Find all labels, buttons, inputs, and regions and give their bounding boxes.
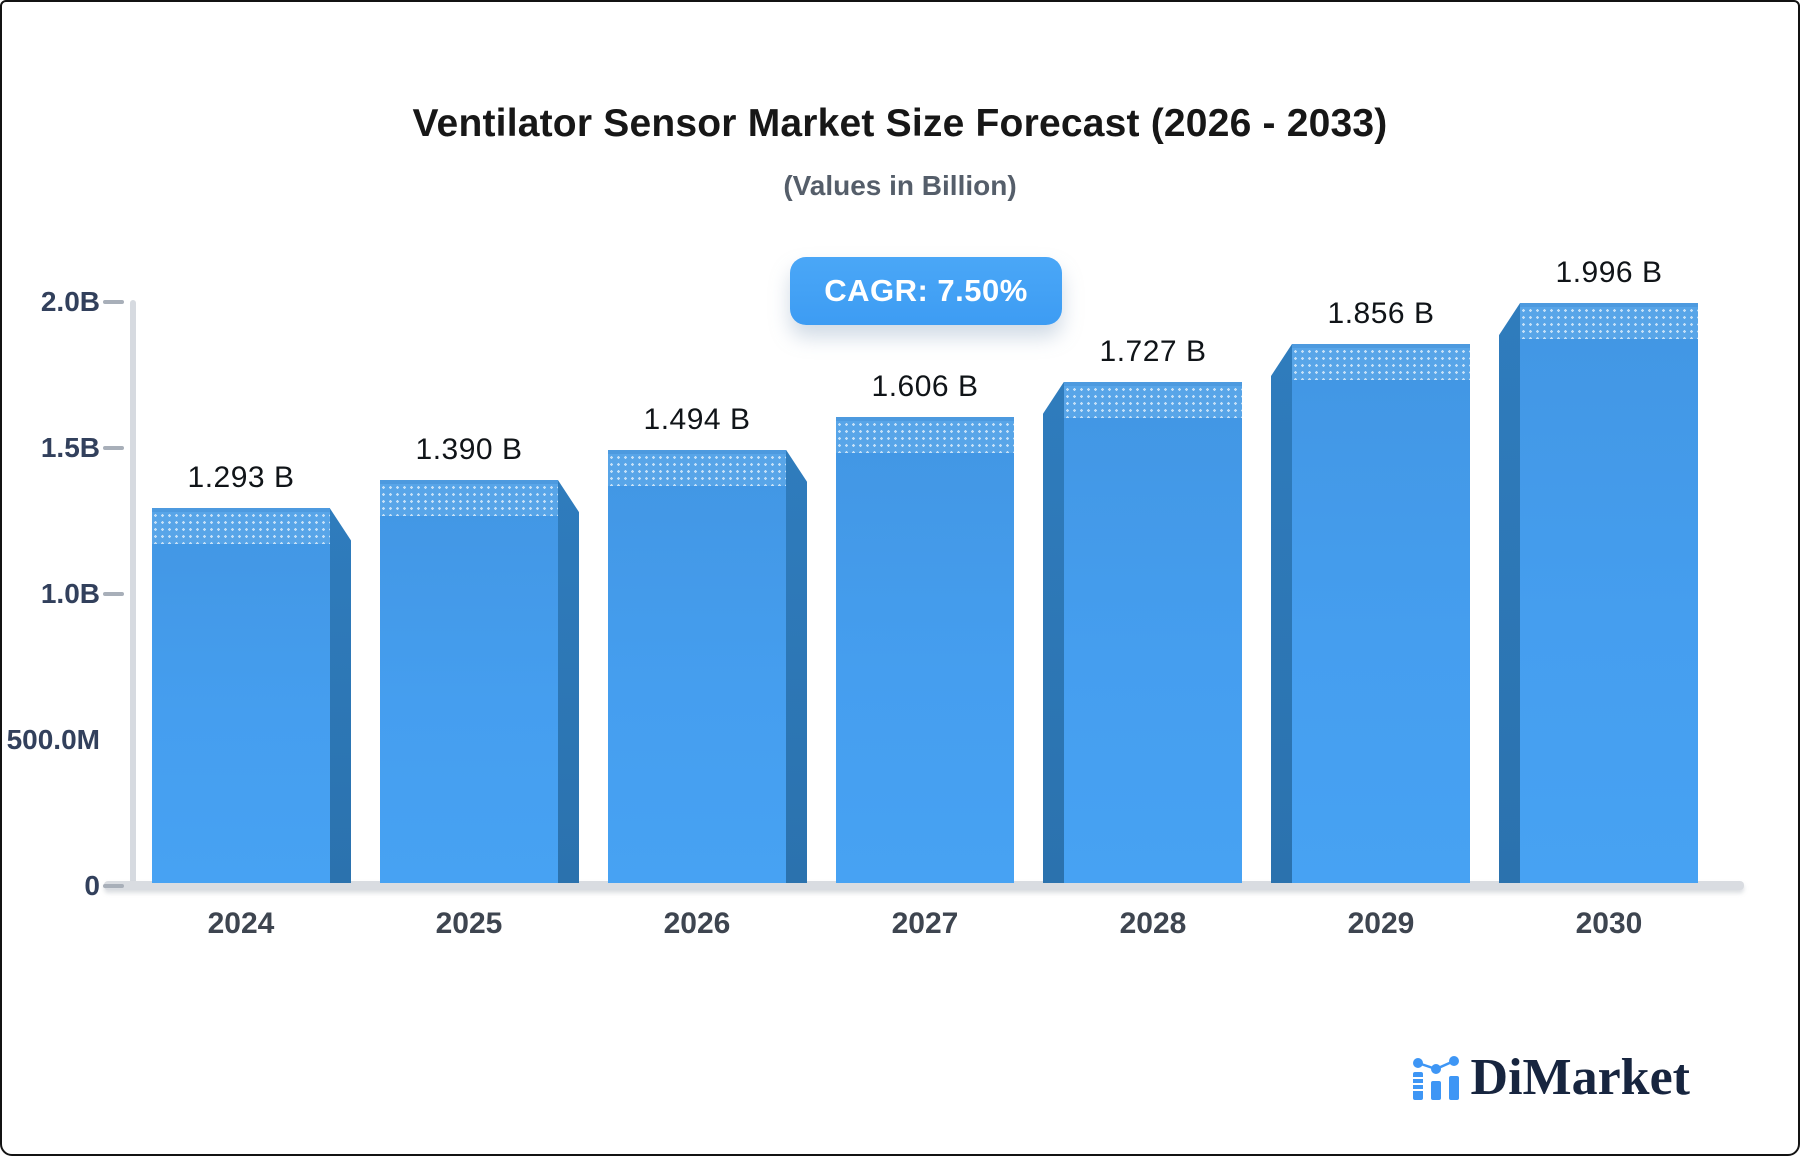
bar-3d-side [786,449,807,883]
y-tick-mark [103,592,124,596]
x-tick-label: 2029 [1347,907,1415,940]
x-tick-label: 2027 [891,907,959,940]
bar-top-highlight [1520,303,1698,340]
bar-value-label: 1.293 B [187,461,295,495]
y-tick-label: 0 [84,870,100,901]
x-tick-label: 2026 [663,907,731,940]
bar-3d-side [1271,344,1292,883]
bar-2025 [380,480,558,883]
brand-name: DiMarket [1470,1049,1690,1106]
bar-3d-side [330,508,351,883]
bar-value-label: 1.606 B [871,370,979,404]
bar-top-highlight [836,417,1014,454]
bar-top-highlight [1064,381,1242,418]
bar-2024 [152,508,330,883]
y-tick-label: 500.0M [6,724,100,755]
x-tick-label: 2028 [1119,907,1187,940]
bar-value-label: 1.856 B [1327,297,1435,331]
chart-title: Ventilator Sensor Market Size Forecast (… [412,102,1388,145]
bar-2029 [1292,344,1470,883]
bar-chart-logo-icon [1412,1056,1459,1100]
y-tick-mark [103,300,124,304]
bar-value-label: 1.390 B [415,433,523,467]
cagr-badge-label: CAGR: 7.50% [824,273,1028,308]
bar-value-label: 1.996 B [1555,256,1663,290]
x-tick-label: 2030 [1575,907,1643,940]
chart-subtitle: (Values in Billion) [783,170,1017,201]
bar-top-highlight [608,449,786,486]
y-tick-mark [103,446,124,450]
bar-3d-side [1499,303,1520,883]
y-tick-label: 1.0B [40,578,100,609]
y-tick-mark [103,884,124,888]
bar-3d-side [558,480,579,883]
cagr-badge: CAGR: 7.50% [790,257,1062,325]
x-tick-label: 2025 [435,907,503,940]
y-tick-label: 1.5B [40,432,100,463]
bar-top-highlight [152,508,330,545]
bar-value-label: 1.494 B [643,402,751,436]
bar-2028 [1064,381,1242,883]
bar-2030 [1520,303,1698,883]
bar-2026 [608,449,786,883]
bar-top-highlight [380,480,558,517]
x-tick-label: 2024 [207,907,275,940]
y-tick-label: 2.0B [40,286,100,317]
bar-2027 [836,417,1014,883]
bar-3d-side [1043,381,1064,883]
brand-logo: DiMarket [1411,1048,1690,1106]
x-axis-baseline [104,881,1744,890]
bar-top-highlight [1292,344,1470,381]
bar-value-label: 1.727 B [1099,334,1207,368]
y-axis-line [130,300,136,886]
